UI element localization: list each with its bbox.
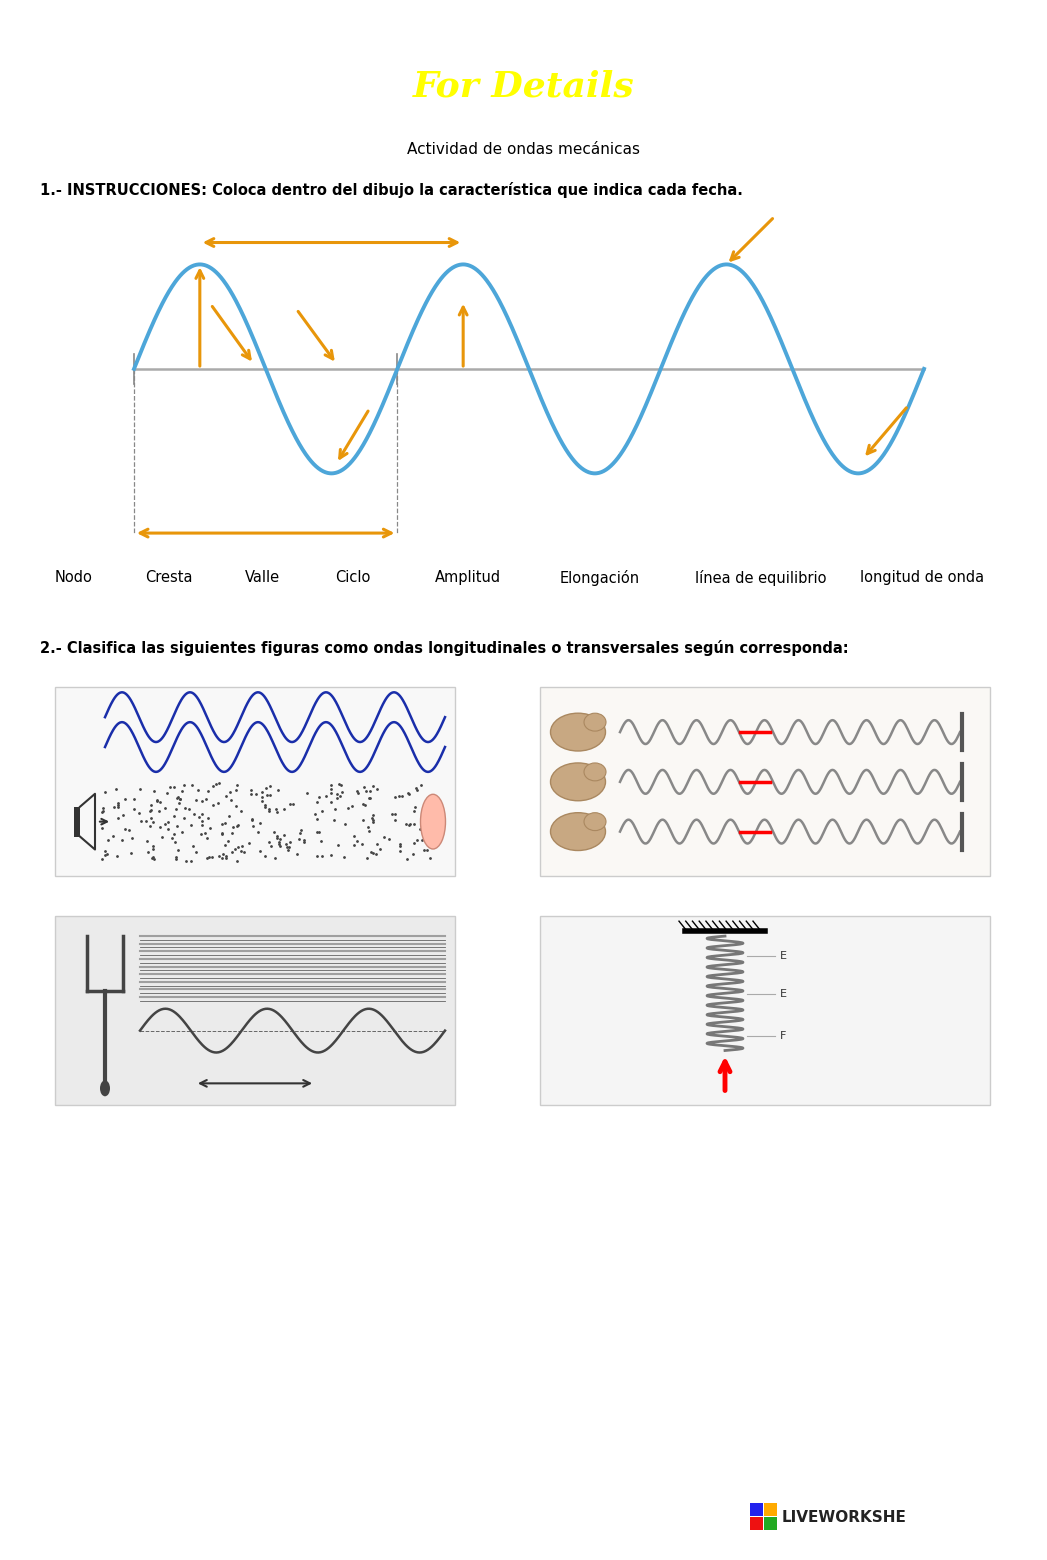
Text: Ciclo: Ciclo [335, 571, 371, 585]
Text: E: E [780, 989, 787, 998]
Bar [750, 1518, 763, 1530]
Ellipse shape [584, 763, 606, 782]
Text: 2.- Clasifica las siguientes figuras como ondas longitudinales o transversales s: 2.- Clasifica las siguientes figuras com… [40, 640, 849, 655]
Bar [540, 688, 990, 877]
Bar [55, 916, 455, 1104]
Ellipse shape [584, 713, 606, 732]
Text: LIVEWORKSHE: LIVEWORKSHE [782, 1510, 907, 1524]
Text: F: F [780, 1031, 786, 1041]
Bar [540, 916, 990, 1104]
Ellipse shape [421, 794, 446, 849]
Text: 1.- INSTRUCCIONES: Coloca dentro del dibujo la característica que indica cada fe: 1.- INSTRUCCIONES: Coloca dentro del dib… [40, 183, 743, 198]
Text: longitud de onda: longitud de onda [860, 571, 984, 585]
Text: CLICK HERE: CLICK HERE [452, 30, 595, 47]
Text: E: E [780, 952, 787, 961]
Text: Elongación: Elongación [560, 569, 640, 587]
Text: For Details: For Details [413, 70, 634, 103]
Text: Actividad de ondas mecánicas: Actividad de ondas mecánicas [407, 142, 640, 158]
Bar [764, 1518, 777, 1530]
Bar [74, 807, 80, 836]
Ellipse shape [101, 1081, 110, 1097]
Ellipse shape [551, 763, 605, 800]
Text: Amplitud: Amplitud [435, 571, 502, 585]
Text: Cresta: Cresta [144, 571, 193, 585]
Text: línea de equilibrio: línea de equilibrio [695, 569, 826, 587]
Bar [764, 1504, 777, 1516]
Bar [55, 688, 455, 877]
Text: Valle: Valle [245, 571, 281, 585]
Ellipse shape [551, 713, 605, 750]
Text: Nodo: Nodo [55, 571, 93, 585]
Bar [750, 1504, 763, 1516]
Ellipse shape [584, 813, 606, 830]
Ellipse shape [551, 813, 605, 850]
